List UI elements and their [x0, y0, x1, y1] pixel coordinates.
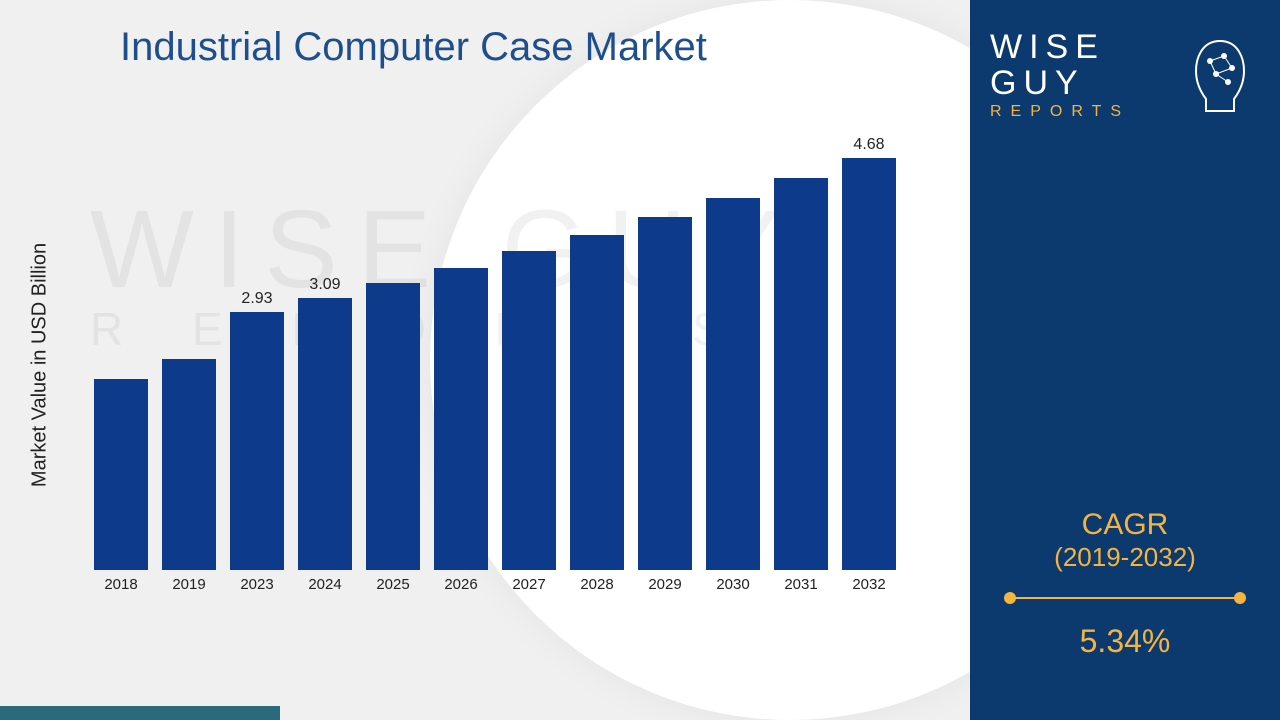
- bar: [706, 198, 760, 570]
- logo-sub-text: REPORTS: [990, 103, 1182, 121]
- bar-wrap: [434, 130, 488, 570]
- bar-value-label: 4.68: [853, 136, 884, 154]
- cagr-block: CAGR (2019-2032) 5.34%: [1000, 508, 1250, 661]
- bar: [162, 359, 216, 570]
- bar-wrap: [502, 130, 556, 570]
- bottom-accent-strip: [0, 706, 280, 720]
- bar: [570, 235, 624, 570]
- x-tick-label: 2023: [230, 570, 284, 600]
- chart-canvas: WISE GUY R E P O R T S WISE GUY REPORTS …: [0, 0, 1280, 720]
- bar-wrap: [638, 130, 692, 570]
- bar-wrap: 4.68: [842, 130, 896, 570]
- x-tick-label: 2024: [298, 570, 352, 600]
- x-axis: 2018 2019 2023 2024 2025 2026 2027 2028 2029 2030…: [90, 570, 900, 600]
- bar-value-label: 3.09: [309, 276, 340, 294]
- x-tick-label: 2030: [706, 570, 760, 600]
- bar: [842, 158, 896, 570]
- bar-wrap: [706, 130, 760, 570]
- logo-main-text: WISE GUY: [990, 30, 1182, 101]
- cagr-value: 5.34%: [1000, 623, 1250, 660]
- x-tick-label: 2032: [842, 570, 896, 600]
- bar-wrap: 3.09: [298, 130, 352, 570]
- bar: [298, 298, 352, 570]
- x-tick-label: 2031: [774, 570, 828, 600]
- x-tick-label: 2019: [162, 570, 216, 600]
- x-tick-label: 2028: [570, 570, 624, 600]
- chart-area: Market Value in USD Billion 2.933.094.68…: [60, 130, 900, 600]
- bar: [638, 217, 692, 570]
- bar: [94, 379, 148, 570]
- bar-wrap: [94, 130, 148, 570]
- x-tick-label: 2027: [502, 570, 556, 600]
- bar: [774, 178, 828, 570]
- bar-value-label: 2.93: [241, 290, 272, 308]
- bar: [230, 312, 284, 570]
- bar-wrap: [162, 130, 216, 570]
- bar: [434, 268, 488, 570]
- y-axis-label: Market Value in USD Billion: [29, 243, 52, 487]
- x-tick-label: 2029: [638, 570, 692, 600]
- bar-plot: 2.93 3.09 4.68: [90, 130, 900, 570]
- chart-title: Industrial Computer Case Market: [120, 25, 707, 70]
- bar: [366, 283, 420, 570]
- cagr-years: (2019-2032): [1000, 542, 1250, 573]
- x-tick-label: 2026: [434, 570, 488, 600]
- logo-text-block: WISE GUY REPORTS: [990, 30, 1182, 121]
- bar-wrap: [570, 130, 624, 570]
- bar-wrap: 2.93: [230, 130, 284, 570]
- bar: [502, 251, 556, 570]
- x-tick-label: 2018: [94, 570, 148, 600]
- bar-wrap: [366, 130, 420, 570]
- bar-wrap: [774, 130, 828, 570]
- cagr-label: CAGR: [1000, 508, 1250, 543]
- cagr-divider: [1010, 597, 1240, 599]
- x-tick-label: 2025: [366, 570, 420, 600]
- head-icon: [1190, 36, 1250, 116]
- brand-logo: WISE GUY REPORTS: [990, 30, 1250, 121]
